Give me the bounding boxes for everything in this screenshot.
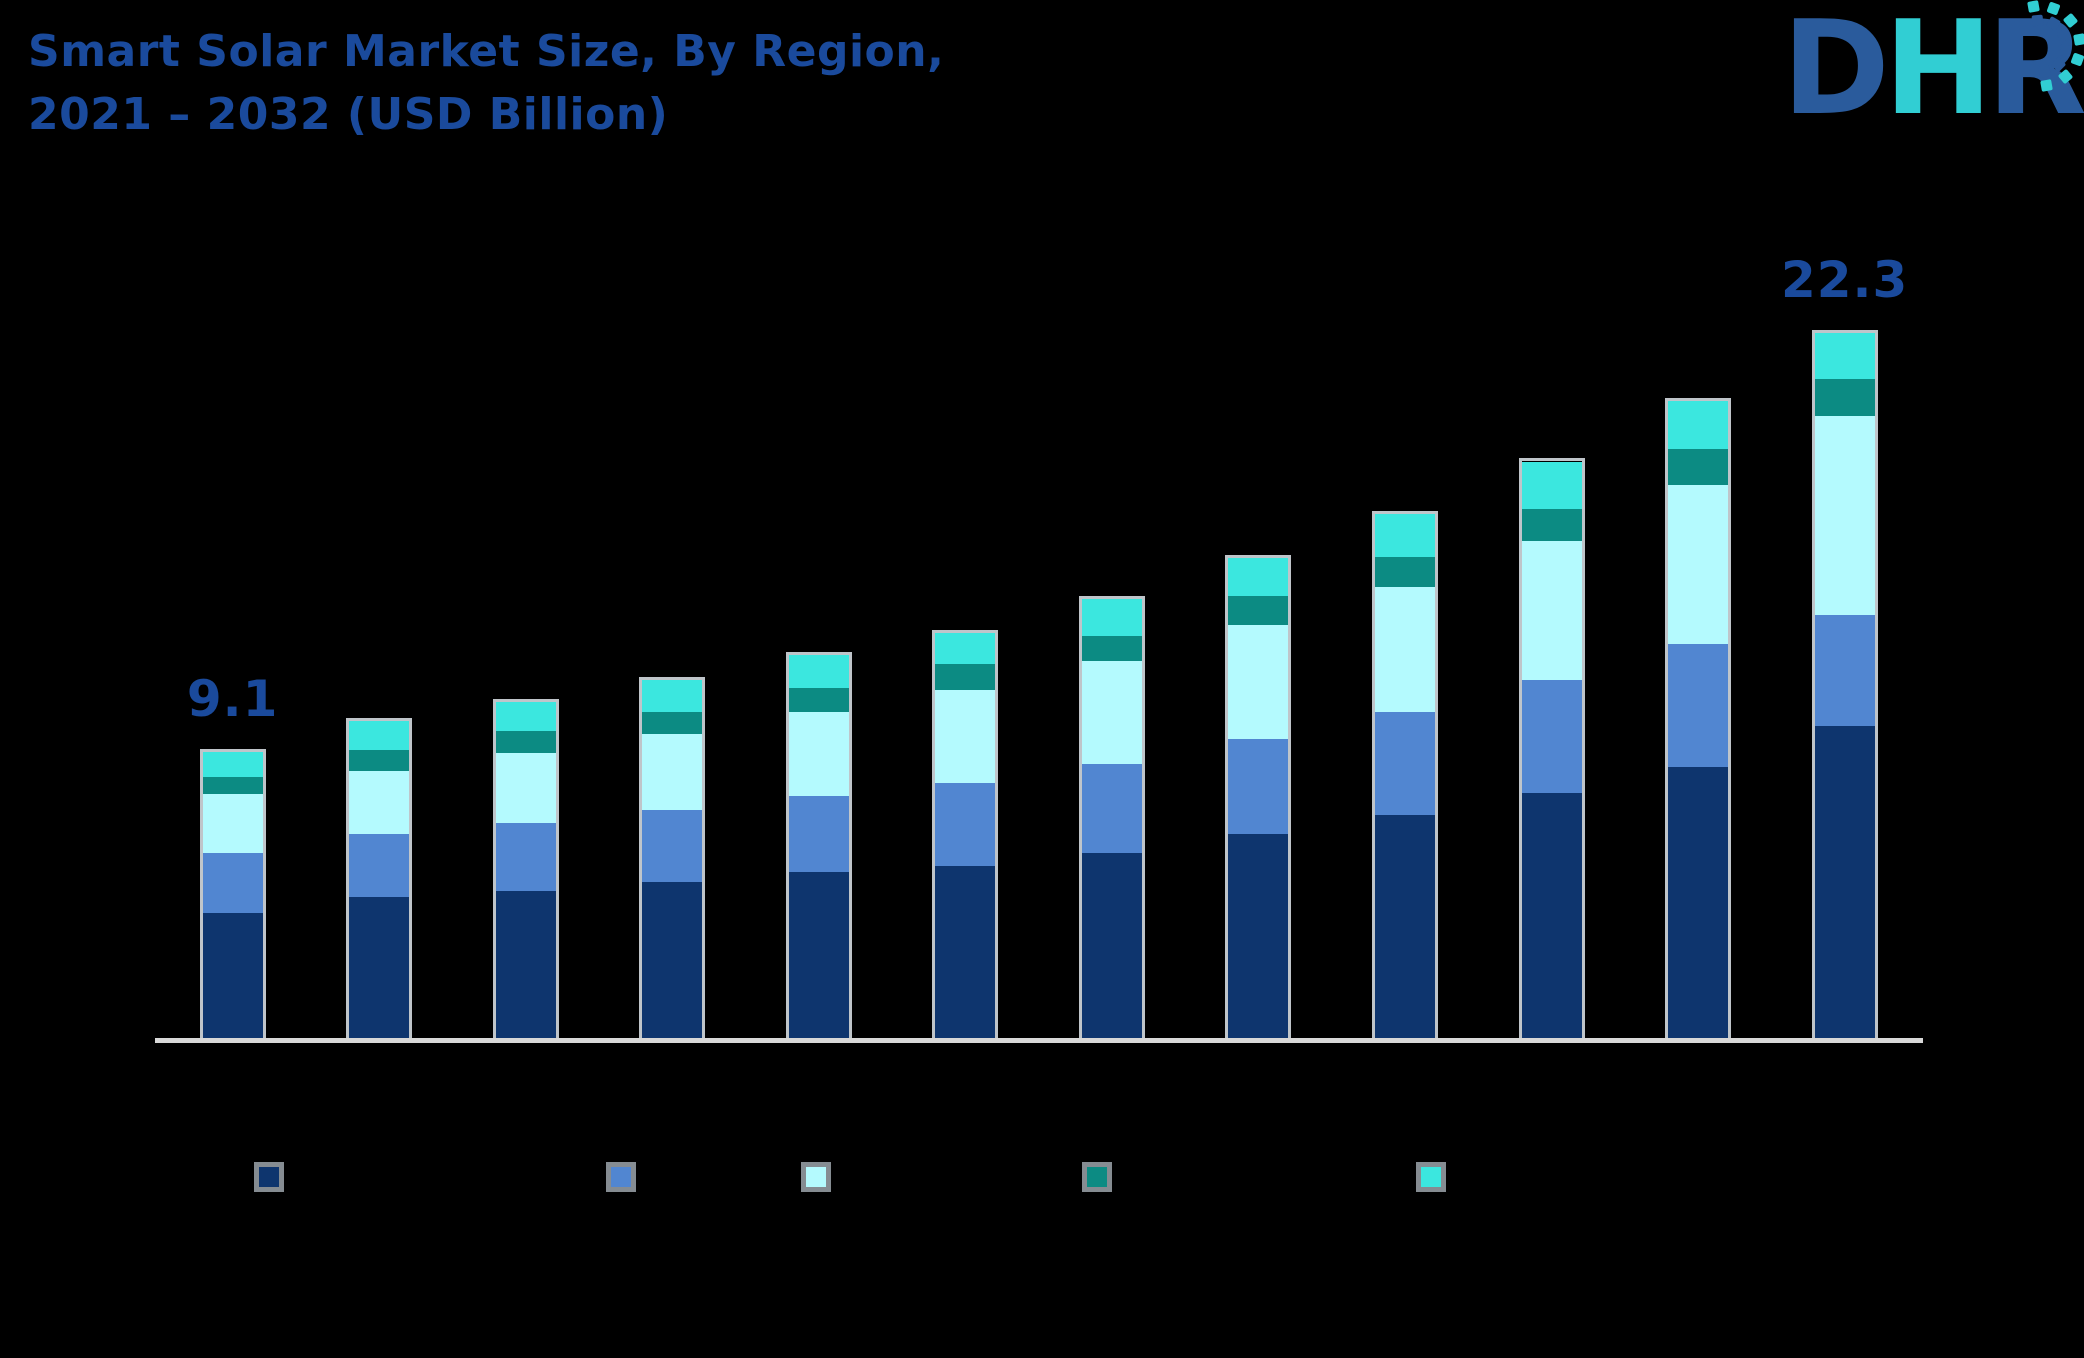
bar-segment-segment-3-pale-cyan [642, 734, 703, 811]
bar-segment-segment-4-teal [1375, 556, 1436, 587]
bar-value-label-2032: 22.3 [1780, 251, 1909, 310]
bar-segment-segment-2-medium-blue [1081, 764, 1142, 853]
bar-2026 [932, 629, 999, 1040]
bar-2021 [199, 748, 266, 1040]
bar-segment-segment-2-medium-blue [202, 852, 263, 914]
bar-segment-segment-4-teal [788, 688, 849, 712]
bar-segment-segment-1-navy [1081, 852, 1142, 1040]
bar-2029 [1372, 510, 1439, 1040]
bar-segment-segment-3-pale-cyan [935, 689, 996, 784]
bar-segment-segment-1-navy [495, 891, 556, 1040]
bar-segment-segment-2-medium-blue [788, 795, 849, 872]
bar-segment-segment-5-turquoise [642, 680, 703, 712]
bar-segment-segment-3-pale-cyan [495, 753, 556, 823]
bar-segment-segment-4-teal [1814, 379, 1875, 416]
bar-segment-segment-2-medium-blue [1375, 711, 1436, 815]
bar-segment-segment-2-medium-blue [1228, 738, 1289, 834]
bar-segment-segment-1-navy [349, 897, 410, 1040]
bar-segment-segment-5-turquoise [788, 654, 849, 689]
bar-2031 [1665, 398, 1732, 1040]
bar-segment-segment-5-turquoise [1668, 401, 1729, 449]
bar-2025 [785, 651, 852, 1040]
bar-segment-segment-3-pale-cyan [1814, 415, 1875, 616]
brand-logo: DHR [1782, 0, 2084, 141]
bar-2027 [1078, 596, 1145, 1040]
bar-segment-segment-4-teal [1668, 448, 1729, 486]
bar-segment-segment-4-teal [349, 749, 410, 771]
bar-segment-segment-1-navy [788, 872, 849, 1040]
bar-segment-segment-4-teal [1081, 635, 1142, 662]
logo-letter-d: D [1782, 0, 1890, 144]
bar-2023 [492, 699, 559, 1040]
bar-segment-segment-2-medium-blue [935, 783, 996, 866]
bar-segment-segment-4-teal [1521, 509, 1582, 541]
bar-segment-segment-1-navy [642, 881, 703, 1040]
bar-2024 [639, 677, 706, 1040]
bar-value-label-2021: 9.1 [186, 669, 279, 728]
bar-segment-segment-5-turquoise [1521, 461, 1582, 510]
bar-segment-segment-2-medium-blue [349, 833, 410, 898]
bar-segment-segment-5-turquoise [935, 632, 996, 665]
bar-segment-segment-4-teal [495, 730, 556, 754]
bar-2030 [1518, 458, 1585, 1040]
legend-swatch-2 [606, 1162, 636, 1192]
bar-2028 [1225, 555, 1292, 1040]
bar-segment-segment-2-medium-blue [642, 810, 703, 882]
bar-segment-segment-4-teal [202, 776, 263, 795]
bar-segment-segment-4-teal [1228, 596, 1289, 625]
bar-segment-segment-1-navy [1521, 792, 1582, 1040]
bar-segment-segment-3-pale-cyan [1521, 540, 1582, 681]
bar-segment-segment-1-navy [202, 913, 263, 1040]
legend-swatch-5 [1416, 1162, 1446, 1192]
bar-segment-segment-3-pale-cyan [349, 770, 410, 834]
legend-swatch-4 [1082, 1162, 1112, 1192]
legend [0, 1162, 2084, 1196]
chart-title-line2: 2021 – 2032 (USD Billion) [28, 89, 669, 140]
bar-segment-segment-5-turquoise [1814, 333, 1875, 380]
bar-segment-segment-5-turquoise [1375, 513, 1436, 557]
bar-segment-segment-1-navy [1228, 833, 1289, 1040]
bar-segment-segment-3-pale-cyan [1375, 586, 1436, 712]
bar-segment-segment-1-navy [1668, 767, 1729, 1040]
bar-segment-segment-2-medium-blue [495, 822, 556, 892]
bar-segment-segment-3-pale-cyan [1228, 624, 1289, 739]
bar-segment-segment-2-medium-blue [1668, 643, 1729, 768]
bar-segment-segment-5-turquoise [1228, 558, 1289, 597]
bar-segment-segment-1-navy [1375, 814, 1436, 1040]
bar-segment-segment-1-navy [935, 865, 996, 1040]
bar-segment-segment-5-turquoise [202, 751, 263, 777]
logo-letter-h: H [1883, 0, 1993, 144]
bar-segment-segment-3-pale-cyan [1081, 661, 1142, 765]
bar-segment-segment-1-navy [1814, 726, 1875, 1040]
bar-segment-segment-4-teal [935, 664, 996, 690]
x-axis-line [155, 1038, 1923, 1043]
bar-segment-segment-3-pale-cyan [202, 794, 263, 853]
bar-2032 [1811, 330, 1878, 1040]
chart-title-line1: Smart Solar Market Size, By Region, [28, 26, 945, 77]
legend-swatch-1 [254, 1162, 284, 1192]
chart-title: Smart Solar Market Size, By Region, 2021… [28, 20, 944, 146]
bar-2022 [346, 718, 413, 1040]
bar-segment-segment-3-pale-cyan [1668, 485, 1729, 644]
bar-segment-segment-5-turquoise [349, 721, 410, 750]
bar-segment-segment-5-turquoise [1081, 599, 1142, 636]
bar-segment-segment-2-medium-blue [1814, 615, 1875, 727]
bar-segment-segment-4-teal [642, 711, 703, 735]
bar-segment-segment-3-pale-cyan [788, 711, 849, 796]
bar-segment-segment-2-medium-blue [1521, 680, 1582, 793]
legend-swatch-3 [801, 1162, 831, 1192]
bar-segment-segment-5-turquoise [495, 702, 556, 731]
